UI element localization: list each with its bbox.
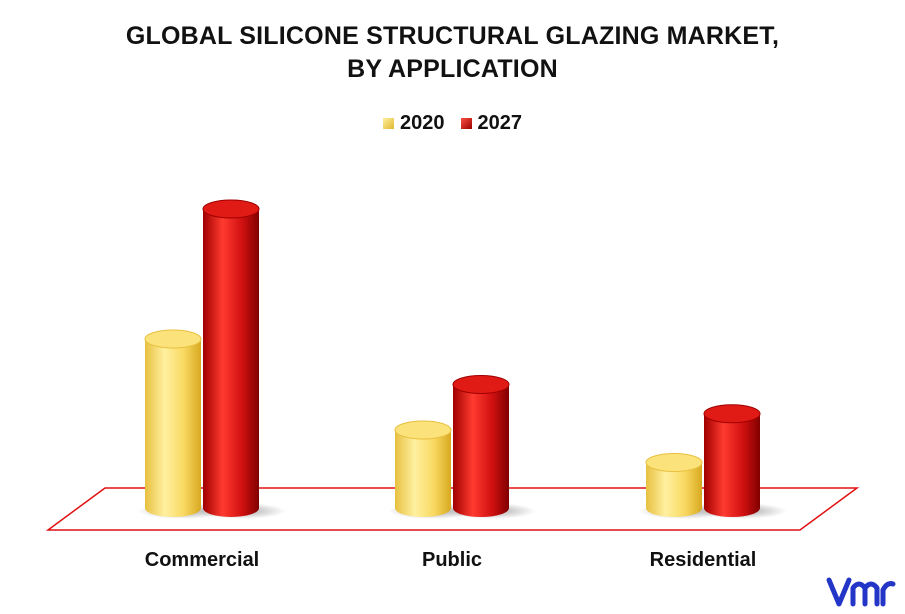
legend-swatch-2020 <box>383 118 394 129</box>
legend-swatch-2027 <box>460 118 472 129</box>
bar-2027-public <box>453 384 509 517</box>
legend: 2020 2027 <box>0 112 905 135</box>
title-line-2: BY APPLICATION <box>347 55 558 83</box>
bar-top-2027-residential <box>703 404 761 424</box>
bar-2027-commercial <box>203 209 259 517</box>
bar-top-2027-commercial <box>202 199 260 219</box>
category-label-public: Public <box>422 549 482 571</box>
bar-2027-residential <box>704 413 760 517</box>
bar-2020-commercial <box>145 339 201 517</box>
chart-floor <box>45 487 860 531</box>
bar-top-2020-commercial <box>144 329 202 349</box>
legend-label-2020: 2020 <box>400 112 445 134</box>
category-labels: Commercial Public Residential <box>145 549 757 571</box>
bar-top-2020-public <box>394 420 452 440</box>
title-line-1: GLOBAL SILICONE STRUCTURAL GLAZING MARKE… <box>125 22 780 50</box>
bar-2020-residential <box>646 462 702 517</box>
bar-top-2027-public <box>452 375 510 394</box>
bar-2020-public <box>395 430 451 517</box>
chart-title: GLOBAL SILICONE STRUCTURAL GLAZING MARKE… <box>0 20 905 86</box>
bars-group <box>138 199 787 519</box>
vmr-logo <box>826 577 896 607</box>
category-label-residential: Residential <box>650 549 757 571</box>
bar-top-2020-residential <box>645 453 703 472</box>
category-label-commercial: Commercial <box>145 549 260 571</box>
legend-item-2020: 2020 <box>383 112 445 135</box>
legend-label-2027: 2027 <box>477 112 523 134</box>
legend-item-2027: 2027 <box>460 112 523 135</box>
